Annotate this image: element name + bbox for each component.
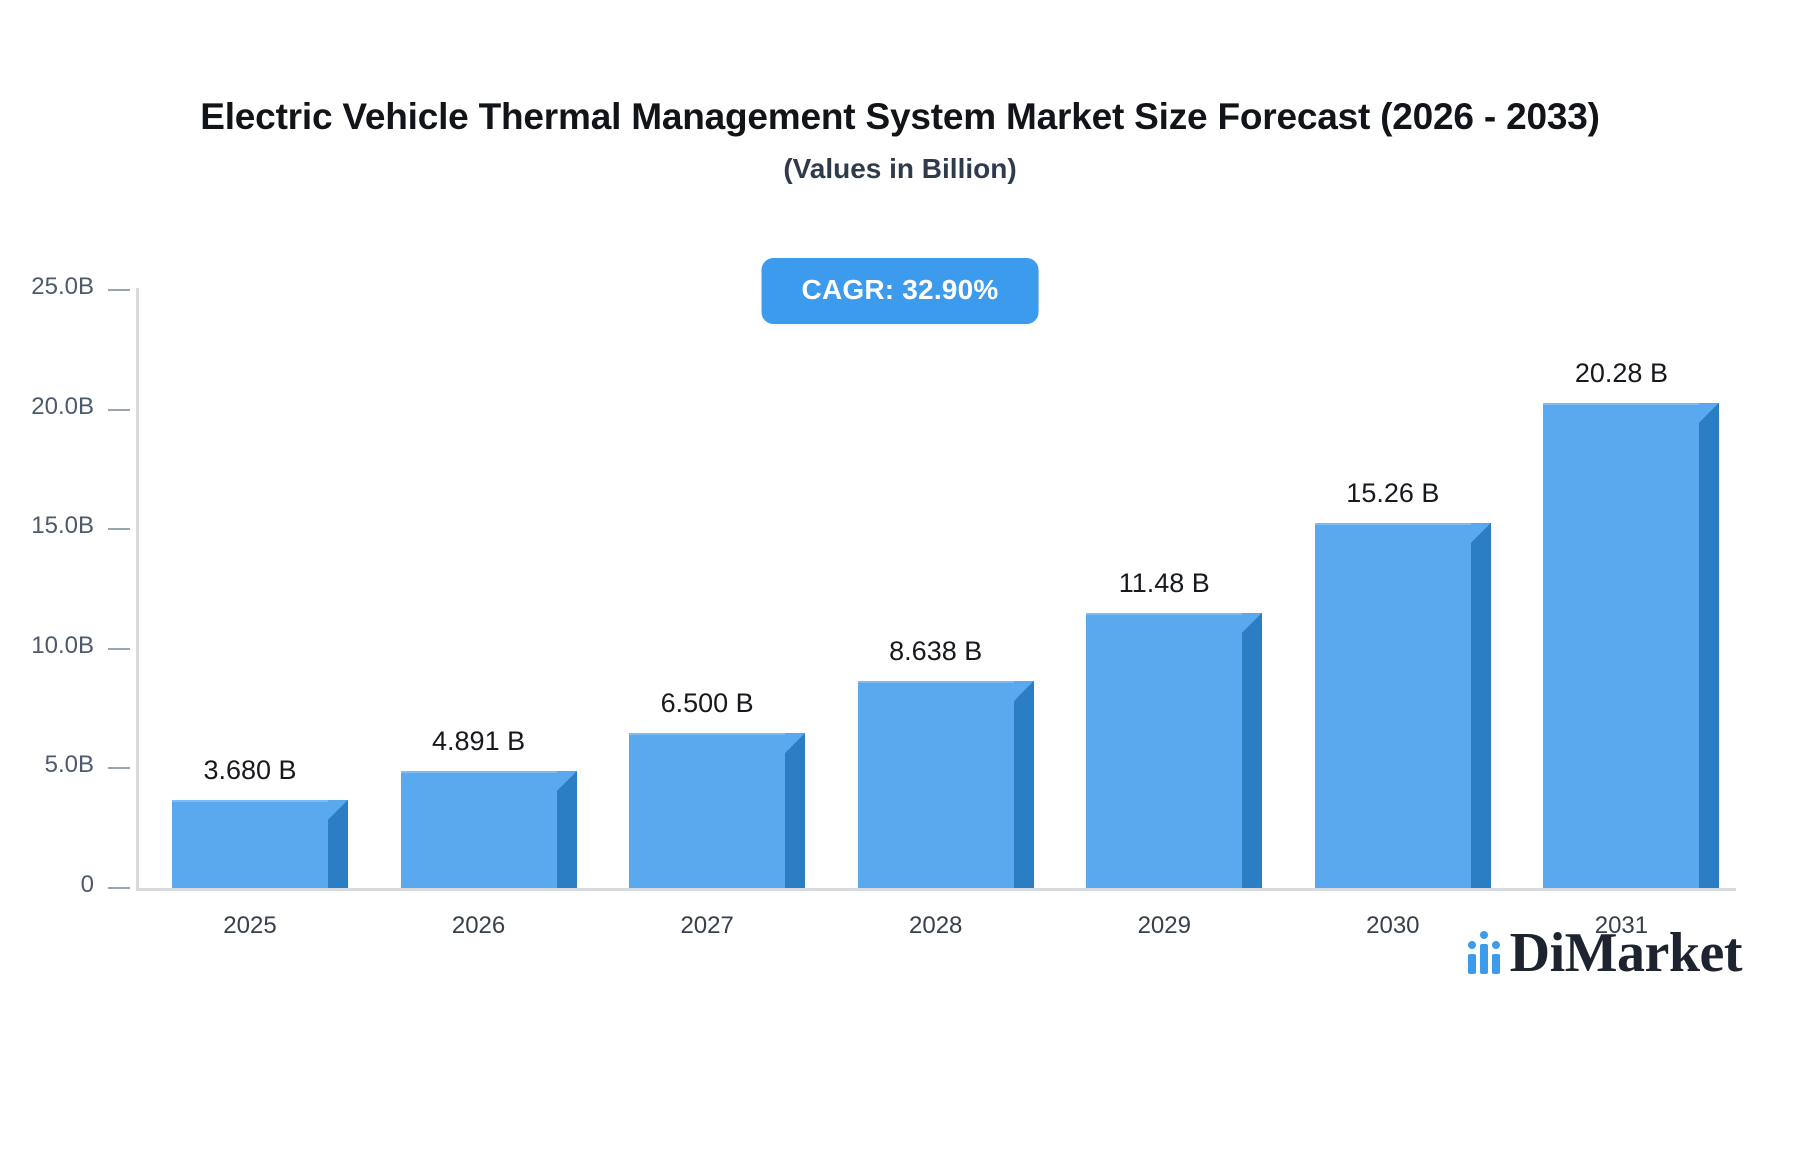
bar-value-label: 20.28 B — [1574, 357, 1668, 388]
bar-side-face — [1699, 422, 1720, 888]
x-axis-label: 2026 — [451, 912, 506, 939]
page-title: Electric Vehicle Thermal Management Syst… — [200, 96, 1600, 137]
bar-side-face — [785, 752, 806, 888]
bar-side-face — [328, 819, 348, 888]
chart-header: Electric Vehicle Thermal Management Syst… — [0, 0, 1800, 185]
logo-text: DiMarket — [1509, 922, 1743, 984]
y-axis-line — [136, 288, 139, 890]
bar-top-face — [1242, 613, 1263, 634]
y-axis-tick-mark — [108, 408, 130, 411]
bar-top-face — [1013, 681, 1034, 702]
y-axis-tick-label: 5.0B — [44, 751, 94, 779]
bar-value-label: 6.500 B — [660, 687, 754, 718]
x-axis-label: 2027 — [680, 912, 734, 939]
chart-subtitle: (Values in Billion) — [783, 152, 1017, 184]
bar-value-label: 4.891 B — [432, 726, 526, 757]
x-axis-label: 2025 — [223, 912, 277, 939]
cagr-badge: CAGR: 32.90% — [761, 258, 1039, 324]
three-bars-icon — [1467, 931, 1500, 974]
bar-front-face — [1543, 402, 1700, 888]
bar-side-face — [1013, 701, 1034, 888]
bar-front-face — [629, 732, 786, 888]
y-axis-tick-label: 25.0B — [31, 273, 94, 300]
bar-front-face — [1314, 522, 1471, 888]
y-axis-tick-mark — [108, 767, 130, 770]
bar-front-face — [1086, 613, 1243, 888]
bar-top-face — [556, 771, 577, 792]
y-axis-tick-mark — [108, 289, 130, 291]
bar-value-label: 3.680 B — [203, 754, 297, 785]
x-axis-label: 2028 — [909, 912, 963, 939]
y-axis-tick-label: 20.0B — [31, 392, 94, 420]
bar-side-face — [556, 791, 577, 888]
y-axis-tick-label: 15.0B — [31, 512, 94, 540]
bar-top-face — [1699, 402, 1720, 423]
y-axis-tick-mark — [108, 887, 130, 889]
x-axis-label: 2030 — [1366, 912, 1420, 939]
y-axis-tick-label: 10.0B — [31, 631, 94, 659]
x-axis-line — [136, 888, 1736, 891]
brand-logo: DiMarket — [1467, 922, 1743, 984]
bar-top-face — [785, 732, 806, 753]
bar-value-label: 15.26 B — [1346, 477, 1440, 508]
bar-front-face — [857, 681, 1014, 888]
bar-value-label: 11.48 B — [1118, 568, 1210, 599]
y-axis-tick-label: 0 — [80, 871, 94, 898]
bar-top-face — [328, 799, 348, 820]
y-axis-tick-mark — [108, 647, 130, 650]
bar-front-face — [400, 771, 557, 888]
bar-side-face — [1470, 542, 1491, 888]
x-axis-label: 2029 — [1137, 912, 1191, 939]
bar-front-face — [172, 799, 328, 888]
y-axis-tick-mark — [108, 528, 130, 531]
x-axis-label: 2031 — [1594, 912, 1649, 939]
bar-series: 3.680 B 4.891 B 6.500 B 8.638 B 11.48 B 15.26… — [136, 0, 1736, 1156]
bar-value-label: 8.638 B — [889, 636, 983, 667]
bar-top-face — [1470, 522, 1491, 543]
bar-side-face — [1242, 633, 1263, 888]
